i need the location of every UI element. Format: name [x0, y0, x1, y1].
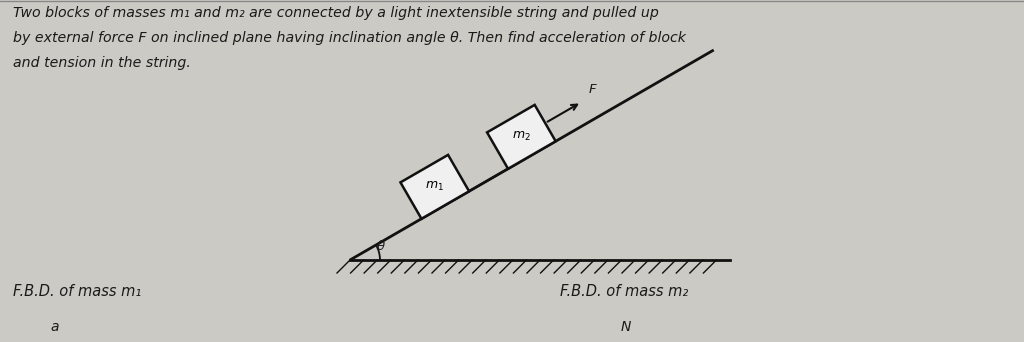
Text: $a$: $a$: [50, 320, 59, 334]
Text: $F$: $F$: [588, 83, 597, 96]
Polygon shape: [487, 105, 556, 169]
Polygon shape: [400, 155, 469, 219]
Text: and tension in the string.: and tension in the string.: [13, 56, 190, 70]
Text: $m_2$: $m_2$: [512, 130, 530, 143]
Text: Two blocks of masses m₁ and m₂ are connected by a light inextensible string and : Two blocks of masses m₁ and m₂ are conne…: [13, 6, 658, 20]
Text: F.B.D. of mass m₁: F.B.D. of mass m₁: [13, 285, 141, 300]
Text: $m_1$: $m_1$: [425, 180, 444, 193]
Text: F.B.D. of mass m₂: F.B.D. of mass m₂: [560, 285, 688, 300]
Text: $N$: $N$: [620, 320, 632, 334]
Text: $\theta$: $\theta$: [376, 239, 385, 253]
Text: by external force F on inclined plane having inclination angle θ. Then find acce: by external force F on inclined plane ha…: [13, 31, 686, 45]
